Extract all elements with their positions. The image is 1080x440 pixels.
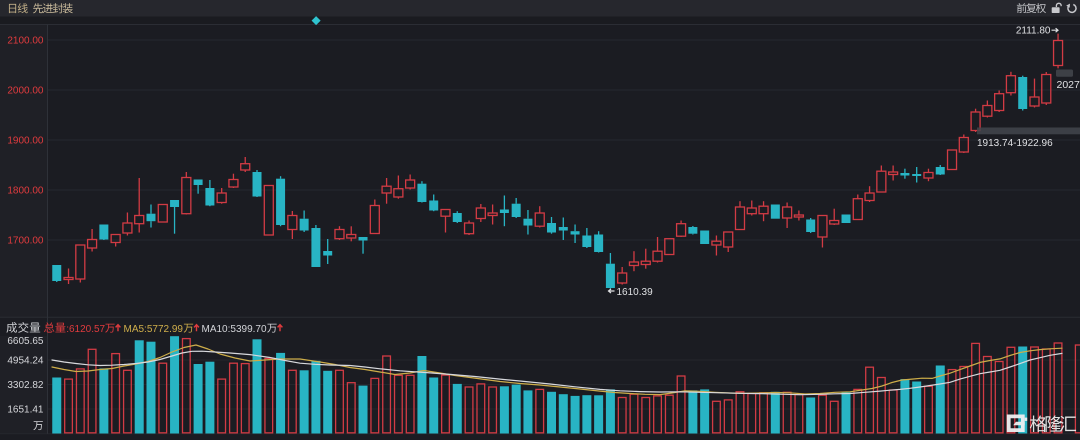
svg-text:1900.00: 1900.00 xyxy=(7,136,44,147)
svg-text:3302.82: 3302.82 xyxy=(7,380,44,391)
svg-text:MA10:5399.70: MA10:5399.70 xyxy=(202,324,267,335)
svg-text:1610.39: 1610.39 xyxy=(617,287,654,298)
svg-text:1800.00: 1800.00 xyxy=(7,186,44,197)
svg-text:2000.00: 2000.00 xyxy=(7,86,44,97)
svg-text:2027.5: 2027.5 xyxy=(1057,79,1080,91)
svg-text:4954.24: 4954.24 xyxy=(7,356,44,367)
svg-text:6605.65: 6605.65 xyxy=(7,336,44,347)
svg-text:MA5:5772.99: MA5:5772.99 xyxy=(124,324,184,335)
svg-text:1651.41: 1651.41 xyxy=(7,405,44,416)
svg-text:2111.80: 2111.80 xyxy=(1016,26,1051,37)
svg-text::6120.57: :6120.57 xyxy=(66,324,105,335)
svg-text:1913.74-1922.96: 1913.74-1922.96 xyxy=(977,138,1053,149)
svg-text:1700.00: 1700.00 xyxy=(7,236,44,247)
svg-text:2100.00: 2100.00 xyxy=(7,36,44,47)
